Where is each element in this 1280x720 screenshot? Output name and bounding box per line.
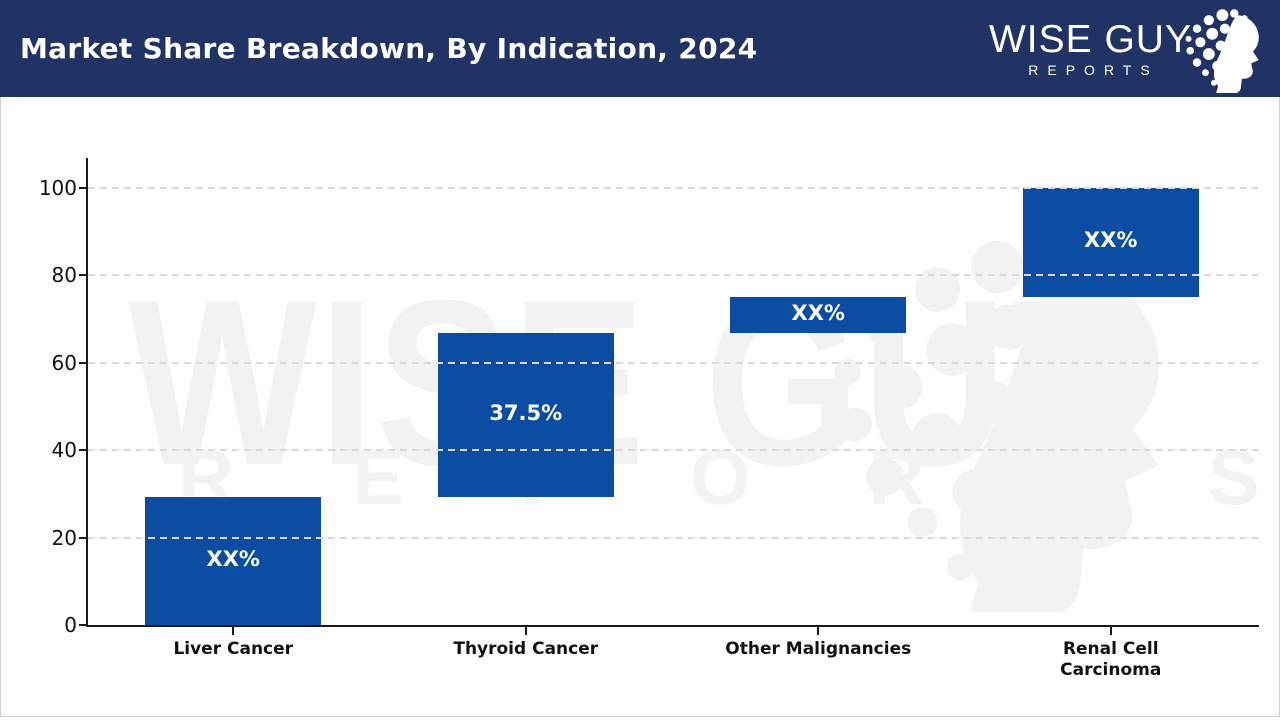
bar [730,296,907,334]
y-tick [79,536,87,539]
brand-logo-text: WISE GUY REPORTS [989,20,1192,77]
watermark-head-icon [834,240,1159,612]
y-tick-label: 80 [51,263,77,287]
gridline [88,449,1258,451]
gridline [88,186,1258,189]
gridline [88,536,1258,539]
x-category-label: Liver Cancer [173,639,294,659]
bar [145,497,322,625]
brand-name: WISE GUY [988,18,1192,61]
y-tick-label: 20 [51,525,77,550]
x-category-label: Thyroid Cancer [453,639,599,659]
bar [1022,187,1199,297]
brand-subname: REPORTS [1028,62,1159,78]
y-tick-label: 100 [38,175,77,200]
bar-value-label: XX% [1084,228,1138,253]
y-tick [79,449,87,451]
head-profile-icon [1185,8,1259,93]
y-tick [79,361,87,364]
x-tick [232,627,235,635]
y-axis-line [86,158,88,627]
header-bar: Market Share Breakdown, By Indication, 2… [0,0,1280,97]
y-tick-label: 40 [51,438,77,462]
x-category-label: Other Malignancies [725,639,912,659]
y-tick [79,624,87,626]
x-category-label: Renal Cell Carcinoma [1060,639,1162,680]
bar-value-label: XX% [206,547,260,572]
y-tick-label: 0 [64,613,77,637]
x-tick [1109,627,1112,635]
brand-logo: WISE GUY REPORTS [989,5,1262,93]
y-tick [79,186,87,189]
y-tick [79,274,87,276]
x-tick [817,627,820,635]
watermark-text: WISE GUY [128,251,1145,515]
x-axis-line [86,625,1259,627]
x-tick [524,627,527,635]
bar-value-label: XX% [791,301,845,326]
gridline [88,361,1258,364]
bar-value-label: 37.5% [489,401,563,426]
y-tick-label: 60 [51,350,77,375]
gridline [88,274,1258,276]
page-title: Market Share Breakdown, By Indication, 2… [20,32,758,65]
bar [437,333,614,498]
